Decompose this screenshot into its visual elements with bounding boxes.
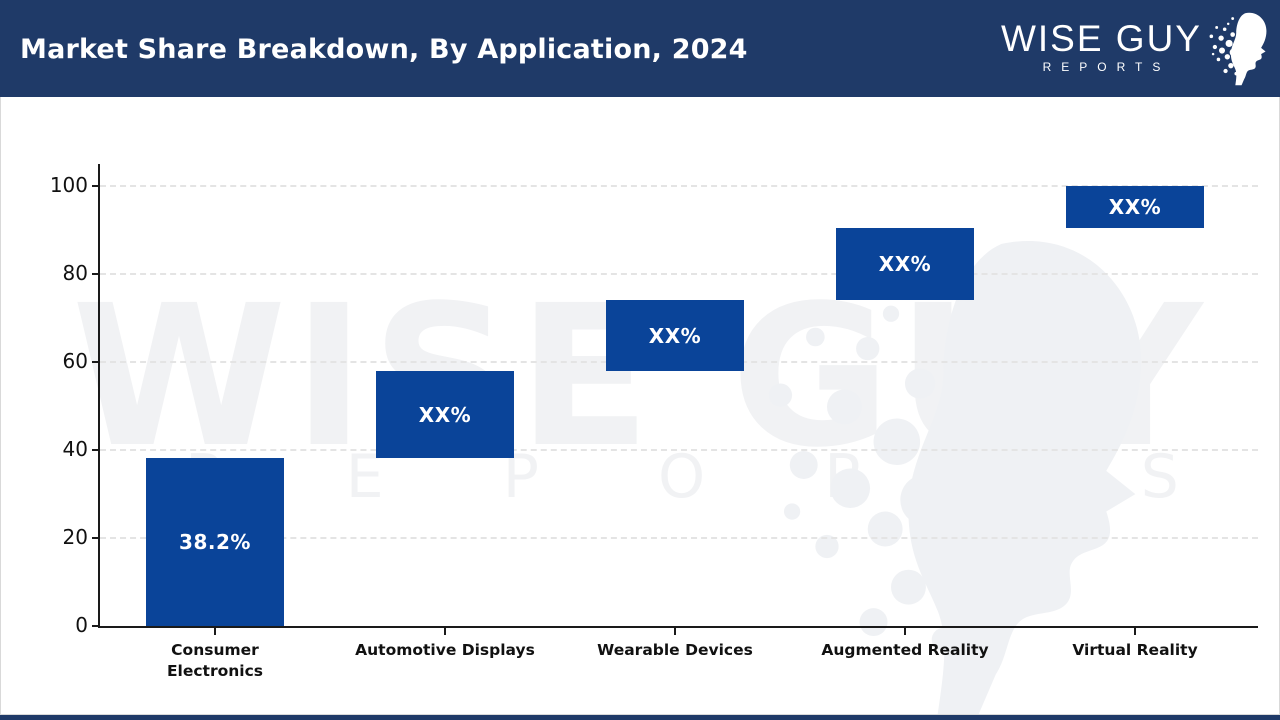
waterfall-bar: XX% xyxy=(1066,186,1204,228)
bar-value-label: 38.2% xyxy=(179,529,251,554)
y-tick-label: 40 xyxy=(62,437,88,461)
logo-subtitle: REPORTS xyxy=(1042,59,1171,74)
logo-text: WISE GUY REPORTS xyxy=(1000,18,1202,74)
y-axis-line xyxy=(98,164,100,628)
x-tick-label: Wearable Devices xyxy=(597,641,753,659)
gridline xyxy=(100,537,1258,539)
y-tick-label: 100 xyxy=(49,173,88,197)
y-tick-label: 20 xyxy=(62,525,88,549)
watermark-head-profile-icon xyxy=(768,241,1142,716)
waterfall-bar: XX% xyxy=(606,300,744,372)
x-tick-label: Virtual Reality xyxy=(1072,641,1198,659)
head-profile-dots-icon xyxy=(1209,12,1267,86)
x-axis-tick xyxy=(904,628,906,635)
bar-value-label: XX% xyxy=(878,252,932,277)
x-tick-label: Consumer Electronics xyxy=(166,641,264,680)
x-axis-line xyxy=(98,626,1258,628)
y-axis-tick xyxy=(92,273,99,275)
y-axis-tick xyxy=(92,185,99,187)
x-tick-label: Automotive Displays xyxy=(355,641,535,659)
y-tick-label: 0 xyxy=(75,613,88,637)
waterfall-bar: XX% xyxy=(836,227,974,301)
waterfall-bar: XX% xyxy=(376,371,514,458)
chart-title: Market Share Breakdown, By Application, … xyxy=(20,34,748,65)
gridline xyxy=(100,185,1258,187)
gridline xyxy=(100,449,1258,451)
x-axis-tick xyxy=(444,628,446,635)
y-axis-tick xyxy=(92,361,99,363)
bar-value-label: XX% xyxy=(648,323,702,348)
chart-area: WISE GUY R E P O R T S 0 20 40 60 80 100 38.2%… xyxy=(0,97,1280,720)
bar-value-label: XX% xyxy=(1108,194,1162,219)
waterfall-bar: 38.2% xyxy=(146,457,284,626)
y-axis-tick xyxy=(92,625,99,627)
logo-wordmark: WISE GUY xyxy=(1000,18,1202,60)
y-tick-label: 60 xyxy=(62,349,88,373)
header-band: Market Share Breakdown, By Application, … xyxy=(0,0,1280,97)
wise-guy-reports-logo: WISE GUY REPORTS xyxy=(1001,6,1270,88)
x-axis-tick xyxy=(1134,628,1136,635)
bar-value-label: XX% xyxy=(418,402,472,427)
y-axis-tick xyxy=(92,537,99,539)
x-axis-tick xyxy=(674,628,676,635)
x-axis-tick xyxy=(214,628,216,635)
gridline xyxy=(100,273,1258,275)
footer-divider xyxy=(0,714,1280,715)
x-tick-label: Augmented Reality xyxy=(821,641,989,659)
footer-band xyxy=(0,715,1280,720)
y-axis-tick xyxy=(92,449,99,451)
y-tick-label: 80 xyxy=(62,261,88,285)
